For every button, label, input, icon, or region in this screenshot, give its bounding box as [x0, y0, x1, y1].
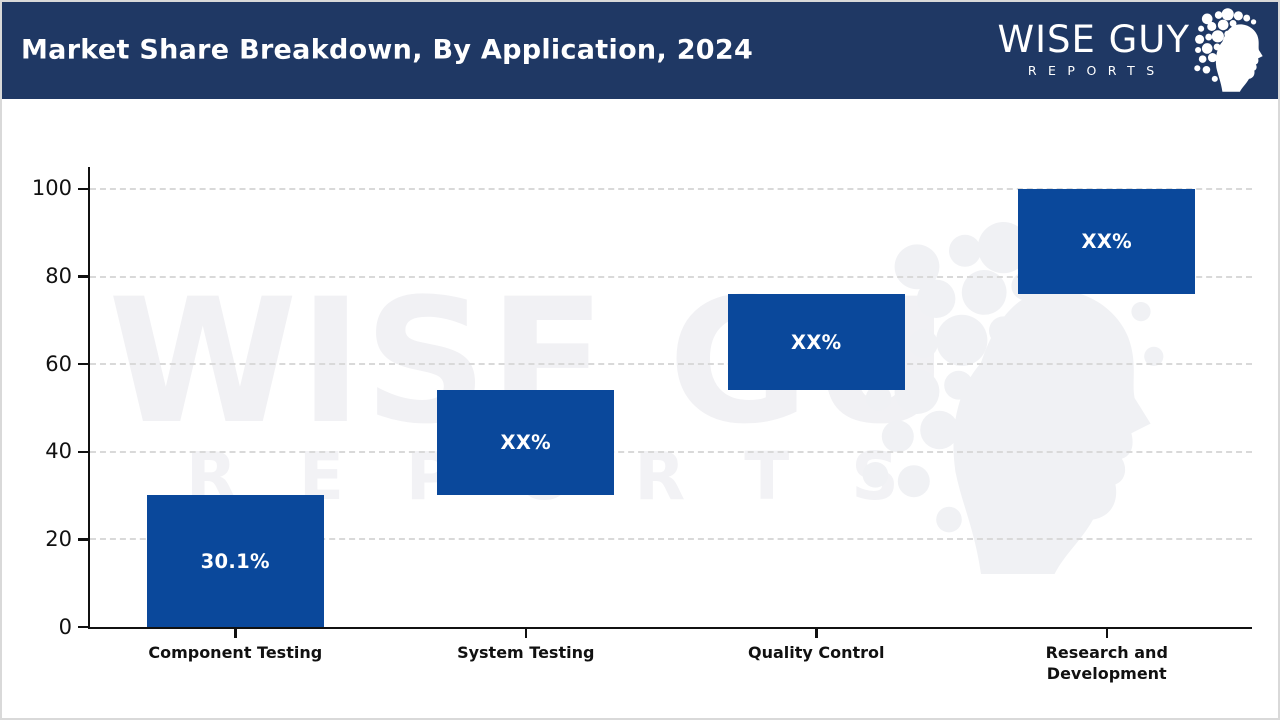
bar: XX%: [1018, 188, 1196, 295]
brand-head-icon: [1194, 8, 1263, 92]
gridline: [90, 363, 1252, 366]
y-axis-tick: [78, 450, 88, 453]
gridline: [90, 187, 1252, 190]
x-axis-tick: [1105, 629, 1108, 638]
bar-value-label: XX%: [500, 431, 551, 455]
x-axis-category-label: Component Testing: [148, 643, 323, 662]
header-bar: Market Share Breakdown, By Application, …: [0, 0, 1280, 99]
y-axis-tick: [78, 625, 88, 629]
y-axis-tick-label: 80: [45, 264, 72, 289]
bar-value-label: XX%: [1081, 229, 1132, 253]
brand-logo-text: WISE GUY REPORTS: [998, 21, 1190, 78]
brand-logo: WISE GUY REPORTS: [998, 6, 1268, 93]
x-axis-tick: [234, 629, 237, 638]
x-axis-tick: [815, 629, 818, 638]
bar: 30.1%: [146, 495, 324, 627]
gridline: [90, 538, 1252, 541]
x-axis-category-label: Research and Development: [1045, 643, 1168, 684]
gridline: [90, 450, 1252, 453]
y-axis-tick: [78, 275, 88, 278]
plot-area: 0 20 40 60 80 100 30.1% Component Testing XX% Sys…: [32, 167, 1252, 683]
y-axis-tick-label: 60: [45, 351, 72, 376]
y-axis-tick-label: 100: [31, 176, 72, 201]
y-axis-tick-label: 20: [45, 526, 72, 551]
brand-subname: REPORTS: [1027, 63, 1166, 78]
x-axis-category-label: System Testing: [457, 643, 595, 662]
y-axis-tick-label: 0: [58, 614, 72, 639]
y-axis-tick: [78, 538, 88, 541]
bar: XX%: [727, 294, 905, 391]
y-axis-tick-label: 40: [45, 439, 72, 464]
y-axis-tick: [78, 187, 88, 191]
watermark-head-icon: [862, 222, 1164, 574]
brand-name: WISE GUY: [997, 18, 1190, 61]
bar: XX%: [437, 390, 615, 496]
bar-value-label: XX%: [790, 330, 842, 354]
x-axis-category-label: Quality Control: [747, 643, 885, 662]
page-title: Market Share Breakdown, By Application, …: [21, 34, 754, 65]
bar-value-label: 30.1%: [200, 549, 270, 573]
x-axis-tick: [524, 629, 527, 638]
gridline: [90, 275, 1252, 278]
y-axis-tick: [78, 362, 88, 366]
